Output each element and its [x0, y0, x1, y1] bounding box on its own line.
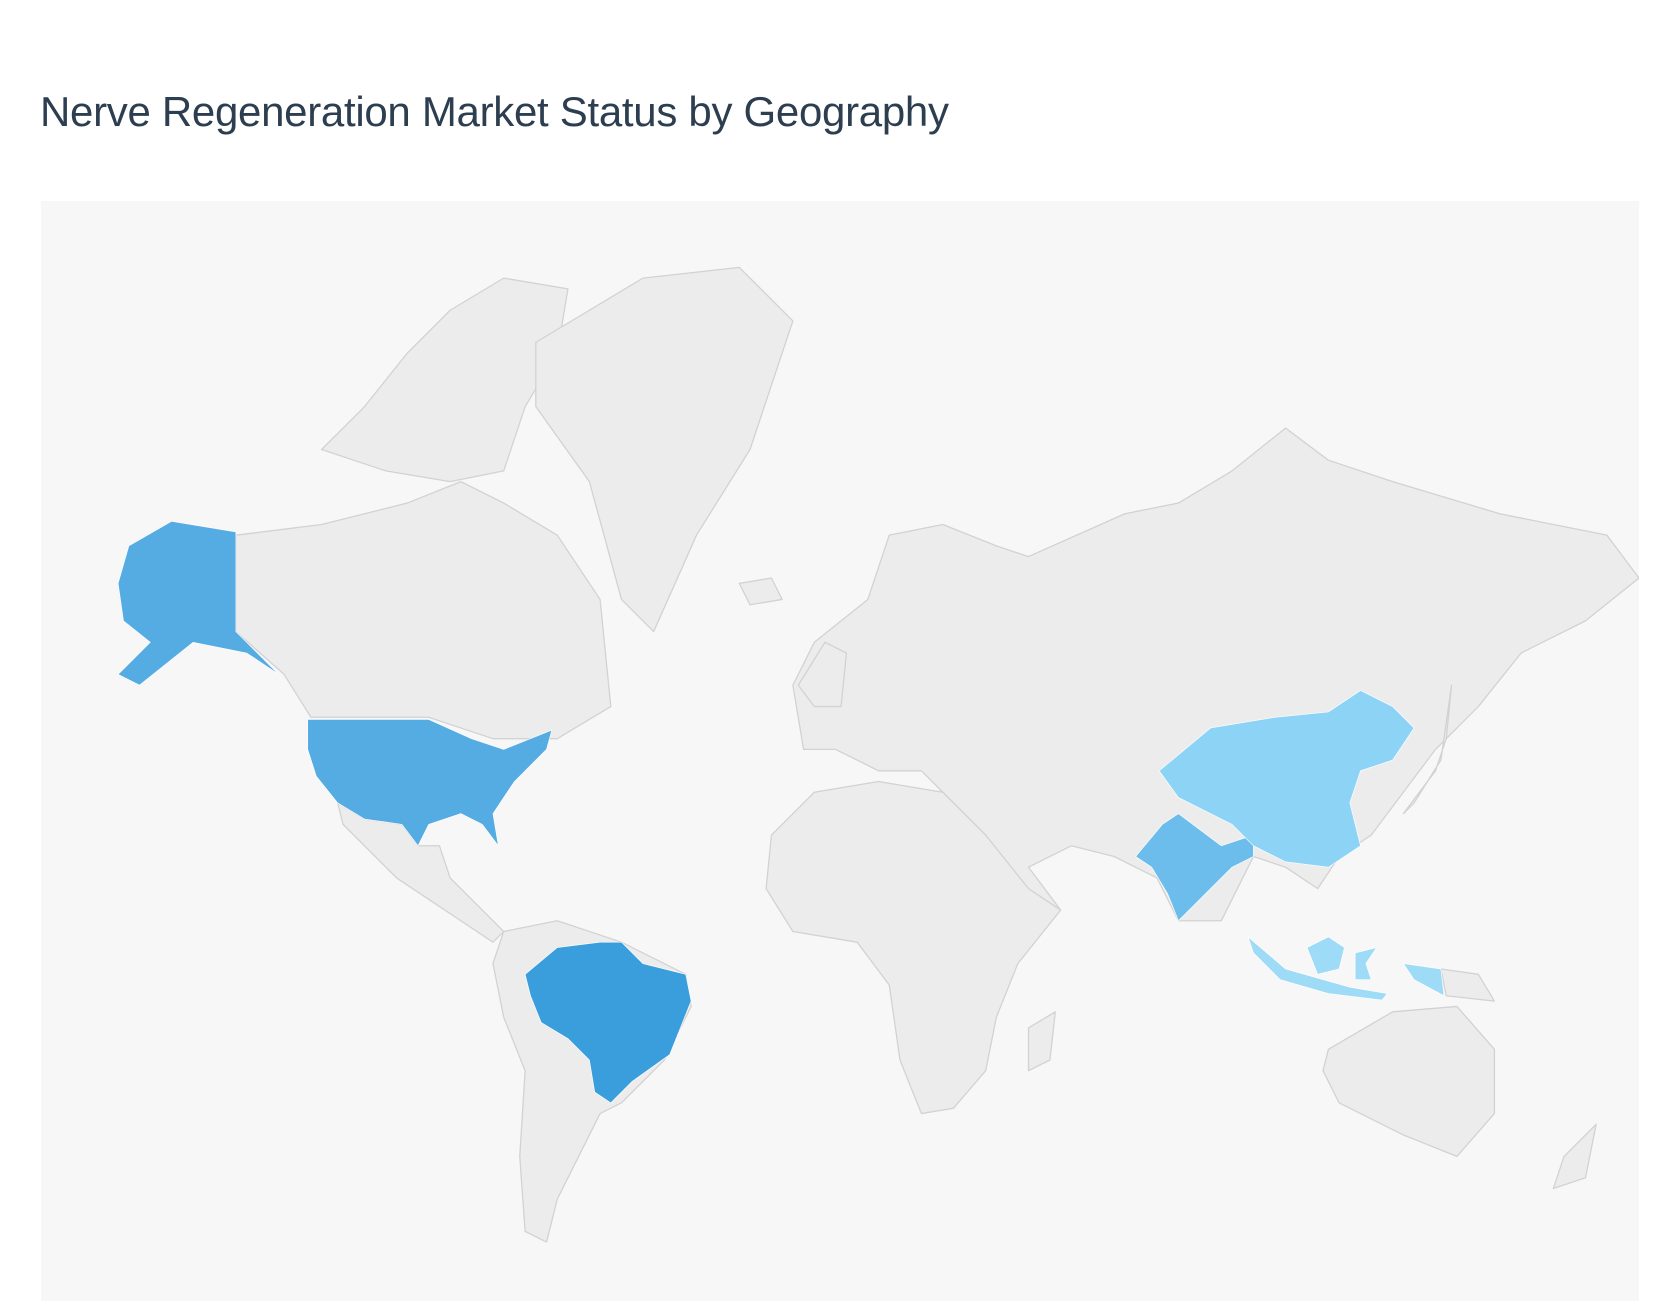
- page-title: Nerve Regeneration Market Status by Geog…: [40, 88, 949, 135]
- land-new-guinea[interactable]: [1440, 968, 1496, 1002]
- region-sulawesi[interactable]: [1354, 947, 1378, 980]
- region-united-states[interactable]: [117, 520, 553, 847]
- land-australia[interactable]: [1322, 1005, 1496, 1158]
- region-alaska[interactable]: [117, 520, 279, 686]
- land-madagascar[interactable]: [1027, 1011, 1056, 1072]
- region-indonesia[interactable]: [1247, 935, 1445, 1001]
- land-iceland[interactable]: [738, 577, 783, 606]
- region-papua[interactable]: [1402, 963, 1445, 997]
- region-china[interactable]: [1158, 690, 1415, 868]
- region-borneo[interactable]: [1306, 936, 1345, 975]
- region-contiguous-us[interactable]: [307, 719, 553, 847]
- world-map[interactable]: [41, 201, 1639, 1301]
- land-uk-ireland[interactable]: [797, 641, 848, 708]
- land-africa[interactable]: [765, 780, 1062, 1115]
- world-map-svg: [117, 266, 1639, 1243]
- land-greenland[interactable]: [535, 266, 794, 633]
- region-sumatra-java[interactable]: [1247, 935, 1388, 1001]
- land-canada[interactable]: [235, 480, 612, 740]
- land-japan[interactable]: [1402, 684, 1453, 815]
- region-india[interactable]: [1135, 813, 1254, 922]
- land-new-zealand[interactable]: [1552, 1123, 1597, 1190]
- region-brazil[interactable]: [524, 941, 692, 1104]
- land-arctic-islands[interactable]: [320, 277, 569, 483]
